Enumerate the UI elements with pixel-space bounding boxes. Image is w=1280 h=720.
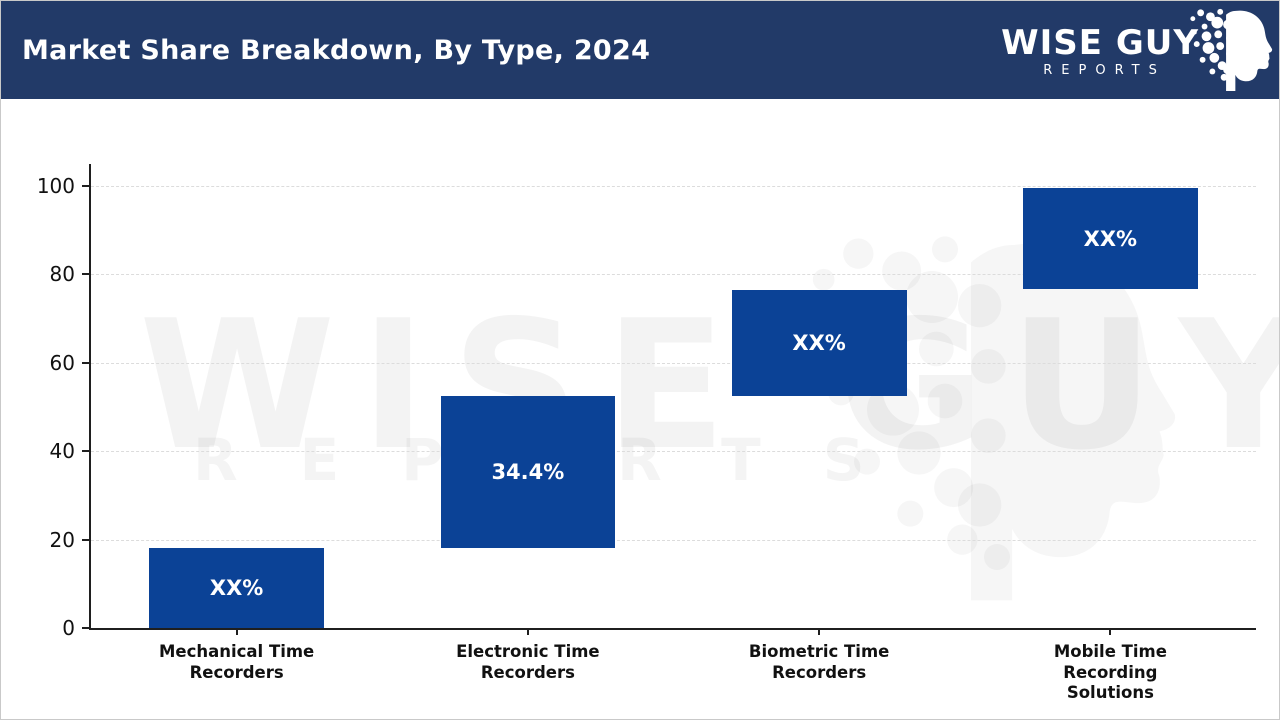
x-category-label: Electronic Time Recorders — [456, 642, 600, 682]
x-tick-mark — [1109, 628, 1112, 635]
header-band: Market Share Breakdown, By Type, 2024 WI… — [1, 1, 1279, 99]
y-tick-label: 20 — [49, 527, 75, 552]
x-tick-mark — [818, 628, 821, 635]
bar-segment: XX% — [731, 289, 907, 397]
x-category-label: Mobile Time Recording Solutions — [1053, 642, 1167, 703]
bar-value-label: XX% — [1083, 226, 1138, 251]
y-tick-label: 80 — [49, 262, 75, 287]
x-category-label: Biometric Time Recorders — [748, 642, 890, 682]
chart-region: WISE GUY REPORTS 020406080100XX%Mechanic… — [1, 99, 1280, 719]
gridline — [91, 186, 1256, 188]
bar-segment: 34.4% — [440, 396, 616, 549]
x-tick-mark — [526, 628, 529, 635]
x-tick-mark — [235, 628, 238, 635]
y-tick-mark — [82, 273, 90, 276]
gridline — [91, 539, 1256, 541]
watermark-wordmark: WISE GUY — [139, 282, 1280, 489]
bar-segment: XX% — [1023, 187, 1198, 290]
y-tick-mark — [82, 361, 90, 364]
y-tick-mark — [82, 627, 90, 629]
bar-value-label: XX% — [209, 576, 264, 601]
y-tick-label: 40 — [49, 439, 75, 464]
bar-value-label: 34.4% — [491, 460, 565, 485]
y-tick-mark — [82, 185, 90, 188]
gridline — [91, 274, 1256, 276]
logo-subtitle: REPORTS — [1043, 63, 1166, 79]
y-tick-mark — [82, 538, 90, 541]
bar-segment: XX% — [149, 548, 324, 628]
logo-wordmark: WISE GUY — [1001, 22, 1199, 63]
bar-value-label: XX% — [792, 330, 846, 355]
gridline — [91, 362, 1256, 364]
y-tick-mark — [82, 450, 90, 453]
x-category-label: Mechanical Time Recorders — [158, 642, 315, 682]
logo-text: WISE GUY REPORTS — [1001, 22, 1199, 79]
wise-guy-reports-logo: WISE GUY REPORTS — [1001, 5, 1273, 93]
y-tick-label: 60 — [49, 350, 75, 375]
plot-area: 0 20 40 60 80 100 XX% Mechanical Time Recorders… — [37, 164, 1256, 702]
y-tick-label: 100 — [36, 174, 75, 199]
logo-head-icon — [1190, 8, 1273, 92]
gridline — [91, 451, 1256, 453]
y-tick-label: 0 — [62, 616, 75, 640]
page-title: Market Share Breakdown, By Type, 2024 — [22, 34, 651, 66]
